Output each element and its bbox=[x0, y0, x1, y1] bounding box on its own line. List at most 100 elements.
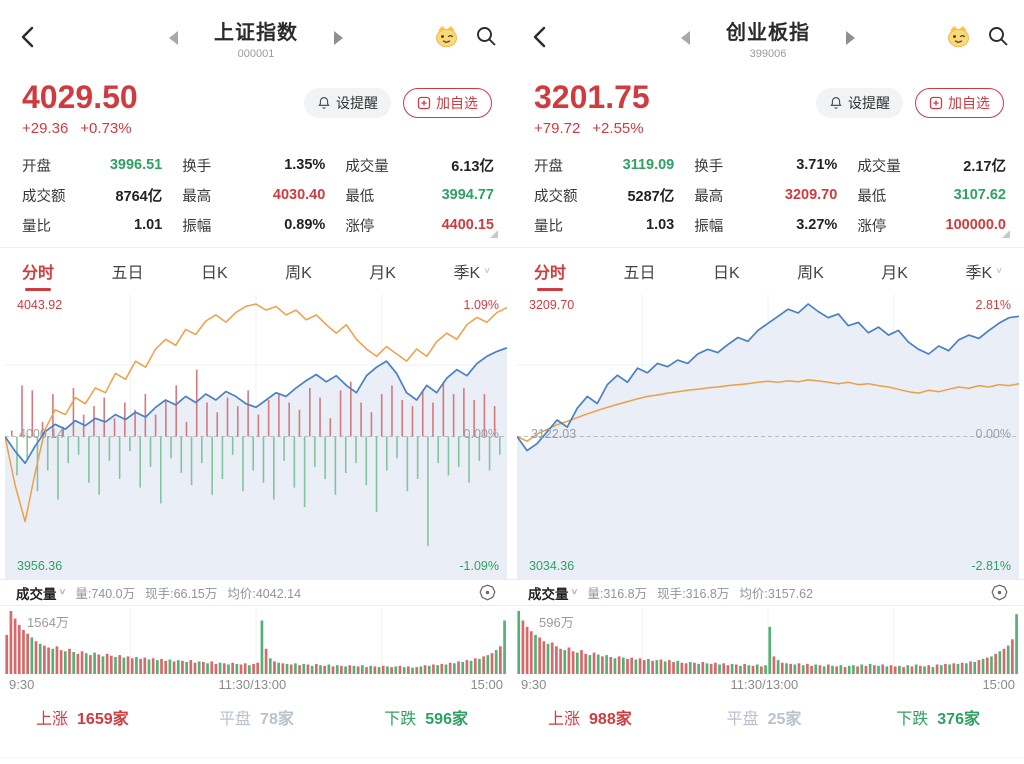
expand-stats-icon[interactable] bbox=[490, 230, 498, 238]
bell-icon bbox=[318, 96, 330, 109]
tab-daily[interactable]: 日K bbox=[712, 265, 740, 282]
minute-chart[interactable]: 3209.70 2.81% 3122.03 0.00% 3034.36 -2.8… bbox=[517, 294, 1019, 579]
chevron-down-icon: ˅ bbox=[484, 265, 490, 277]
page-title: 上证指数 bbox=[214, 22, 298, 44]
axis-open-time: 9:30 bbox=[521, 677, 547, 692]
volume-avgprice: 均价:4042.14 bbox=[227, 587, 302, 601]
index-price-line bbox=[517, 303, 1019, 452]
volume-chart[interactable]: 596万 9:30 11:30/13:00 15:00 bbox=[517, 606, 1019, 694]
expand-stats-icon[interactable] bbox=[1002, 230, 1010, 238]
index-panel-chinext: 创业板指 399006 3201.75 bbox=[512, 0, 1024, 764]
set-alert-button[interactable]: 设提醒 bbox=[304, 88, 391, 118]
stat-high: 最高 4030.40 bbox=[182, 187, 326, 205]
stat-amount: 成交额 8764亿 bbox=[22, 188, 163, 205]
search-icon[interactable] bbox=[474, 24, 498, 48]
prev-index-arrow-icon[interactable] bbox=[681, 31, 690, 45]
minute-chart[interactable]: 4043.92 1.09% 4000.14 0.00% 3956.36 -1.0… bbox=[5, 294, 507, 579]
next-index-arrow-icon[interactable] bbox=[846, 31, 855, 45]
volume-current: 现手:316.8万 bbox=[657, 587, 730, 601]
add-watchlist-button[interactable]: 加自选 bbox=[915, 88, 1004, 118]
stat-volratio: 量比 1.03 bbox=[534, 217, 675, 235]
market-breadth: 上涨 988家 平盘 25家 下跌 376家 bbox=[512, 694, 1024, 740]
index-title-group: 上证指数 000001 bbox=[0, 16, 512, 60]
page-title: 创业板指 bbox=[726, 22, 810, 44]
divider bbox=[512, 757, 1024, 758]
unchanged-count: 平盘 78家 bbox=[219, 711, 294, 728]
indicator-settings-icon[interactable] bbox=[991, 584, 1008, 601]
chevron-down-icon: ˅ bbox=[996, 265, 1002, 277]
volume-chart[interactable]: 1564万 9:30 11:30/13:00 15:00 bbox=[5, 606, 507, 694]
mascot-icon[interactable] bbox=[433, 22, 460, 49]
avg-price-line bbox=[517, 379, 1019, 442]
advancers-count: 上涨 988家 bbox=[548, 711, 632, 728]
next-index-arrow-icon[interactable] bbox=[334, 31, 343, 45]
stat-limitup: 涨停 100000.0 bbox=[857, 217, 1006, 235]
index-panel-shanghai: 上证指数 000001 4029.50 bbox=[0, 0, 512, 764]
decliners-count: 下跌 376家 bbox=[896, 711, 980, 728]
back-icon[interactable] bbox=[16, 24, 42, 50]
stat-turnover: 换手 1.35% bbox=[182, 157, 326, 175]
stat-low: 最低 3107.62 bbox=[857, 187, 1006, 205]
price-change-pct: +2.55% bbox=[592, 120, 644, 137]
stat-low: 最低 3994.77 bbox=[345, 187, 494, 205]
search-icon[interactable] bbox=[986, 24, 1010, 48]
tab-minute[interactable]: 分时 bbox=[22, 259, 54, 283]
add-watchlist-button[interactable]: 加自选 bbox=[403, 88, 492, 118]
volume-total: 量:740.0万 bbox=[75, 587, 136, 601]
index-title-group: 创业板指 399006 bbox=[512, 16, 1024, 60]
time-axis: 9:30 11:30/13:00 15:00 bbox=[517, 677, 1019, 692]
back-icon[interactable] bbox=[528, 24, 554, 50]
time-axis: 9:30 11:30/13:00 15:00 bbox=[5, 677, 507, 692]
prev-index-arrow-icon[interactable] bbox=[169, 31, 178, 45]
stat-volratio: 量比 1.01 bbox=[22, 217, 163, 235]
add-square-icon bbox=[417, 96, 431, 110]
volume-avgprice: 均价:3157.62 bbox=[739, 587, 814, 601]
tab-monthly[interactable]: 月K bbox=[369, 265, 396, 282]
stat-limitup: 涨停 4400.15 bbox=[345, 217, 494, 235]
stats-grid: 开盘 3996.51 换手 1.35% 成交量 6.13亿 成交额 8764亿 最高 40… bbox=[0, 148, 512, 240]
price-summary: 4029.50 +29.36 +0.73% 设提醒 加自选 bbox=[0, 76, 512, 148]
axis-open-time: 9:30 bbox=[9, 677, 35, 692]
stat-amount: 成交额 5287亿 bbox=[534, 188, 675, 205]
index-price-line bbox=[5, 346, 507, 465]
volume-indicator-selector[interactable]: 成交量 ˅ bbox=[16, 586, 66, 602]
tab-weekly[interactable]: 周K bbox=[797, 265, 824, 282]
tab-5day[interactable]: 五日 bbox=[623, 265, 656, 282]
stat-amplitude: 振幅 0.89% bbox=[182, 217, 326, 235]
top-bar: 上证指数 000001 bbox=[0, 0, 512, 76]
axis-close-time: 15:00 bbox=[470, 677, 503, 692]
indicator-settings-icon[interactable] bbox=[479, 584, 496, 601]
tab-quarterly[interactable]: 季K ˅ bbox=[453, 265, 490, 282]
chevron-down-icon: ˅ bbox=[571, 587, 578, 598]
stat-high: 最高 3209.70 bbox=[694, 187, 838, 205]
stats-grid: 开盘 3119.09 换手 3.71% 成交量 2.17亿 成交额 5287亿 最高 32… bbox=[512, 148, 1024, 240]
price-change-pct: +0.73% bbox=[80, 120, 132, 137]
price-summary: 3201.75 +79.72 +2.55% 设提醒 加自选 bbox=[512, 76, 1024, 148]
stat-volume: 成交量 2.17亿 bbox=[857, 158, 1006, 175]
stat-volume: 成交量 6.13亿 bbox=[345, 158, 494, 175]
axis-mid-time: 11:30/13:00 bbox=[218, 677, 287, 692]
tab-monthly[interactable]: 月K bbox=[881, 265, 908, 282]
index-code: 399006 bbox=[749, 48, 787, 60]
bell-icon bbox=[830, 96, 842, 109]
stat-amplitude: 振幅 3.27% bbox=[694, 217, 838, 235]
decliners-count: 下跌 596家 bbox=[384, 711, 468, 728]
market-breadth: 上涨 1659家 平盘 78家 下跌 596家 bbox=[0, 694, 512, 740]
tab-quarterly[interactable]: 季K ˅ bbox=[965, 265, 1002, 282]
stat-open: 开盘 3119.09 bbox=[534, 157, 675, 175]
tab-minute[interactable]: 分时 bbox=[534, 259, 566, 283]
tab-weekly[interactable]: 周K bbox=[285, 265, 312, 282]
unchanged-count: 平盘 25家 bbox=[726, 711, 802, 728]
tab-5day[interactable]: 五日 bbox=[111, 265, 144, 282]
tab-daily[interactable]: 日K bbox=[200, 265, 228, 282]
divider bbox=[0, 757, 512, 758]
avg-price-line bbox=[5, 303, 507, 523]
axis-close-time: 15:00 bbox=[982, 677, 1015, 692]
set-alert-button[interactable]: 设提醒 bbox=[816, 88, 903, 118]
advancers-count: 上涨 1659家 bbox=[36, 711, 129, 728]
advance-decline-bars bbox=[10, 369, 501, 546]
volume-indicator-selector[interactable]: 成交量 ˅ bbox=[528, 586, 578, 602]
mascot-icon[interactable] bbox=[945, 22, 972, 49]
add-square-icon bbox=[929, 96, 943, 110]
volume-total: 量:316.8万 bbox=[587, 587, 648, 601]
